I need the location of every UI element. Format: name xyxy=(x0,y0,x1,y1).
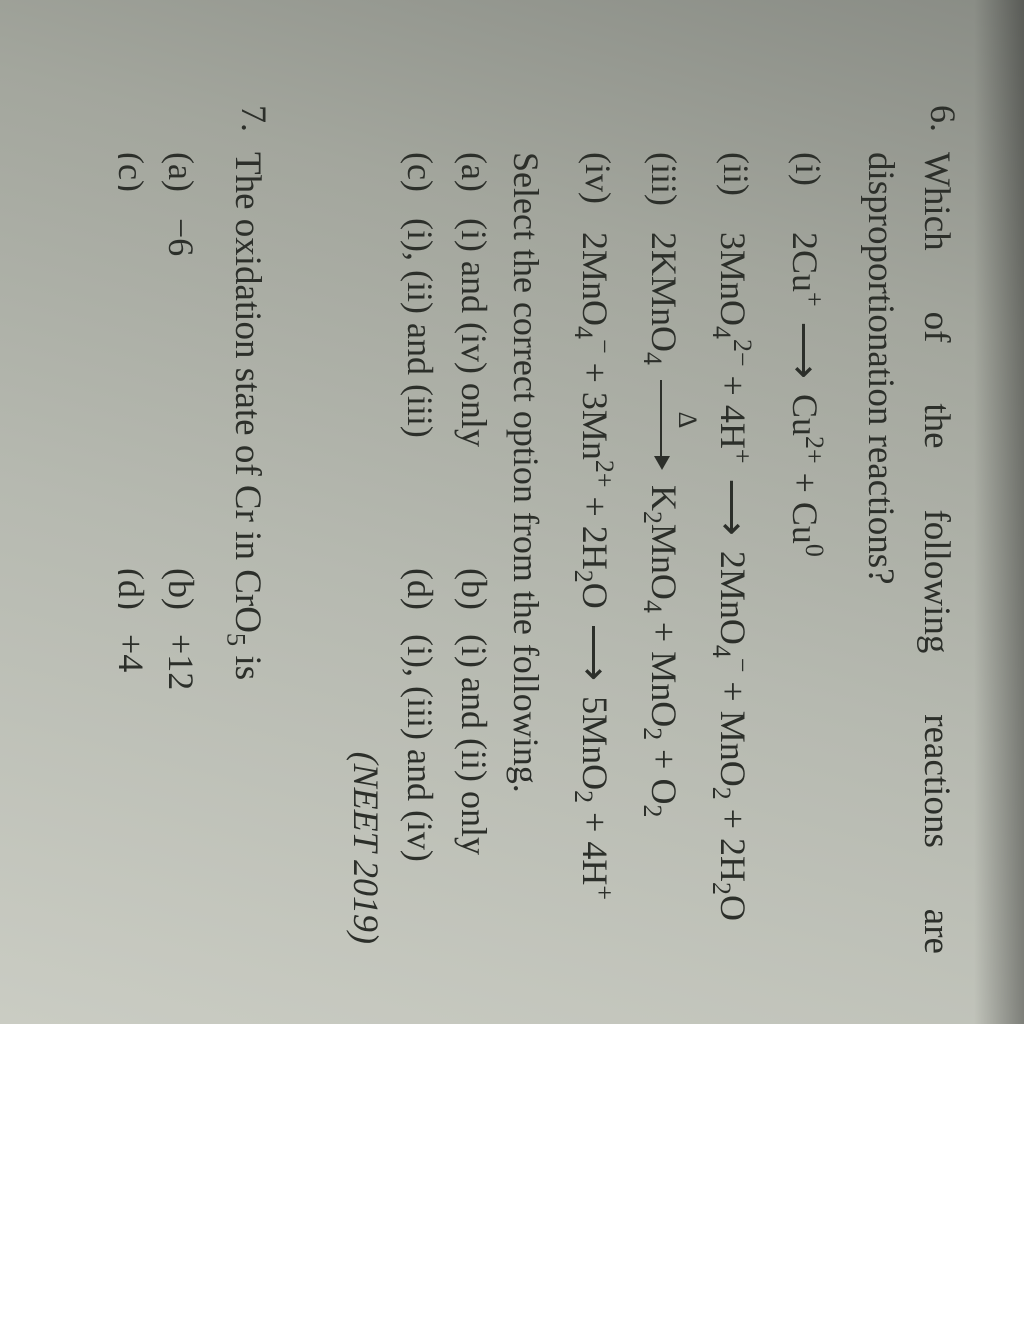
option-text: +4 xyxy=(118,634,152,672)
reaction-iv: (iv) 2MnO4− + 3Mn2+ + 2H2O ⟶ 5MnO2 + 4H+ xyxy=(563,152,625,954)
option-text: (i), (iii) and (iv) xyxy=(399,634,441,862)
option-label: (d) xyxy=(118,568,152,624)
arrow-delta-icon: Δ xyxy=(650,380,678,470)
reaction-ii: (ii) 3MnO42− + 4H+ ⟶ 2MnO4− + MnO2 + 2H2… xyxy=(701,152,763,954)
reaction-equation: 2KMnO4 Δ K2MnO4 + MnO2 + O2 xyxy=(635,232,691,954)
reaction-label: (i) xyxy=(773,152,835,222)
select-instruction: Select the correct option from the follo… xyxy=(505,152,547,954)
option-d: (d) +4 xyxy=(118,568,152,954)
reaction-equation: 2MnO4− + 3Mn2+ + 2H2O ⟶ 5MnO2 + 4H+ xyxy=(563,232,625,954)
option-d: (d) (i), (iii) and (iv) xyxy=(399,568,441,954)
option-text: (i) and (iv) only xyxy=(453,218,495,447)
option-label: (c) xyxy=(118,152,152,208)
arrow-icon: ⟶ xyxy=(773,322,835,379)
question-6-block: 6. Which of the following reactions are … xyxy=(345,90,964,954)
textbook-page: 6. Which of the following reactions are … xyxy=(0,0,1024,1024)
option-label: (a) xyxy=(160,152,202,208)
arrow-icon: ⟶ xyxy=(563,624,625,681)
question-text: Which of the following reactions are dis… xyxy=(853,152,964,954)
option-label: (b) xyxy=(160,568,202,624)
reaction-equation: 3MnO42− + 4H+ ⟶ 2MnO4− + MnO2 + 2H2O xyxy=(701,232,763,954)
option-b: (b) (i) and (ii) only xyxy=(453,568,495,954)
option-a: (a) −6 xyxy=(160,152,202,538)
reaction-label: (iii) xyxy=(635,152,691,222)
reaction-equation: 2Cu+ ⟶ Cu2+ + Cu0 xyxy=(773,232,835,954)
reaction-label: (ii) xyxy=(701,152,763,222)
question-number: 7. xyxy=(233,90,275,132)
option-grid: (a) (i) and (iv) only (b) (i) and (ii) o… xyxy=(399,152,495,954)
question-6-header: 6. Which of the following reactions are … xyxy=(853,90,964,954)
reaction-i: (i) 2Cu+ ⟶ Cu2+ + Cu0 xyxy=(773,152,835,954)
source-citation: (NEET 2019) xyxy=(345,152,387,954)
arrow-icon: ⟶ xyxy=(701,478,763,535)
reaction-iii: (iii) 2KMnO4 Δ K2MnO4 + MnO2 + O2 xyxy=(635,152,691,954)
option-a: (a) (i) and (iv) only xyxy=(453,152,495,538)
reaction-label: (iv) xyxy=(563,152,625,222)
option-c: (c) (i), (ii) and (iii) xyxy=(399,152,441,538)
option-c: (c) xyxy=(118,152,152,538)
question-number: 6. xyxy=(922,90,964,132)
option-label: (d) xyxy=(399,568,441,624)
option-label: (c) xyxy=(399,152,441,208)
question-text-line2: disproportionation reactions? xyxy=(853,152,909,954)
question-7-block: 7. The oxidation state of Cr in CrO5 is … xyxy=(118,90,276,954)
option-text: (i), (ii) and (iii) xyxy=(399,218,441,438)
option-text: (i) and (ii) only xyxy=(453,634,495,855)
option-grid-cut: (c) (d) +4 xyxy=(118,152,152,954)
option-grid: (a) −6 (b) +12 xyxy=(160,152,202,954)
question-7-header: 7. The oxidation state of Cr in CrO5 is xyxy=(220,90,276,954)
reaction-list: (i) 2Cu+ ⟶ Cu2+ + Cu0 (ii) 3MnO42− + 4H+… xyxy=(563,152,835,954)
option-label: (b) xyxy=(453,568,495,624)
option-label: (a) xyxy=(453,152,495,208)
question-text-line1: Which of the following reactions are xyxy=(909,152,965,954)
question-text: The oxidation state of Cr in CrO5 is xyxy=(220,152,276,954)
option-b: (b) +12 xyxy=(160,568,202,954)
option-text: −6 xyxy=(160,218,202,256)
option-text: +12 xyxy=(160,634,202,690)
